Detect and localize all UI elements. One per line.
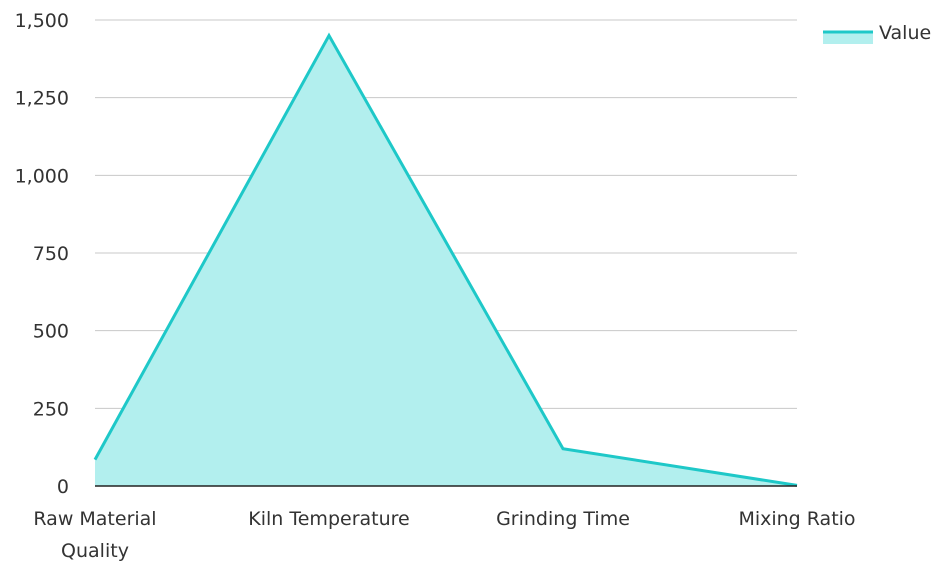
y-tick-label: 750 bbox=[33, 243, 69, 265]
series-area bbox=[95, 35, 797, 486]
y-tick-label: 0 bbox=[57, 476, 69, 498]
area-fill bbox=[95, 36, 797, 486]
y-tick-label: 1,500 bbox=[15, 10, 69, 32]
legend-label: Value bbox=[879, 22, 931, 44]
y-tick-label: 500 bbox=[33, 321, 69, 343]
legend[interactable]: Value bbox=[823, 22, 931, 44]
y-tick-label: 1,250 bbox=[15, 88, 69, 110]
y-tick-label: 1,000 bbox=[15, 165, 69, 187]
x-tick-label: Mixing Ratio bbox=[738, 508, 855, 530]
y-axis-ticks: 0 250 500 750 1,000 1,250 1,500 bbox=[15, 10, 69, 498]
x-tick-label: Grinding Time bbox=[496, 508, 630, 530]
y-tick-label: 250 bbox=[33, 398, 69, 420]
legend-swatch-fill bbox=[823, 32, 873, 44]
x-tick-label: Kiln Temperature bbox=[248, 508, 409, 530]
